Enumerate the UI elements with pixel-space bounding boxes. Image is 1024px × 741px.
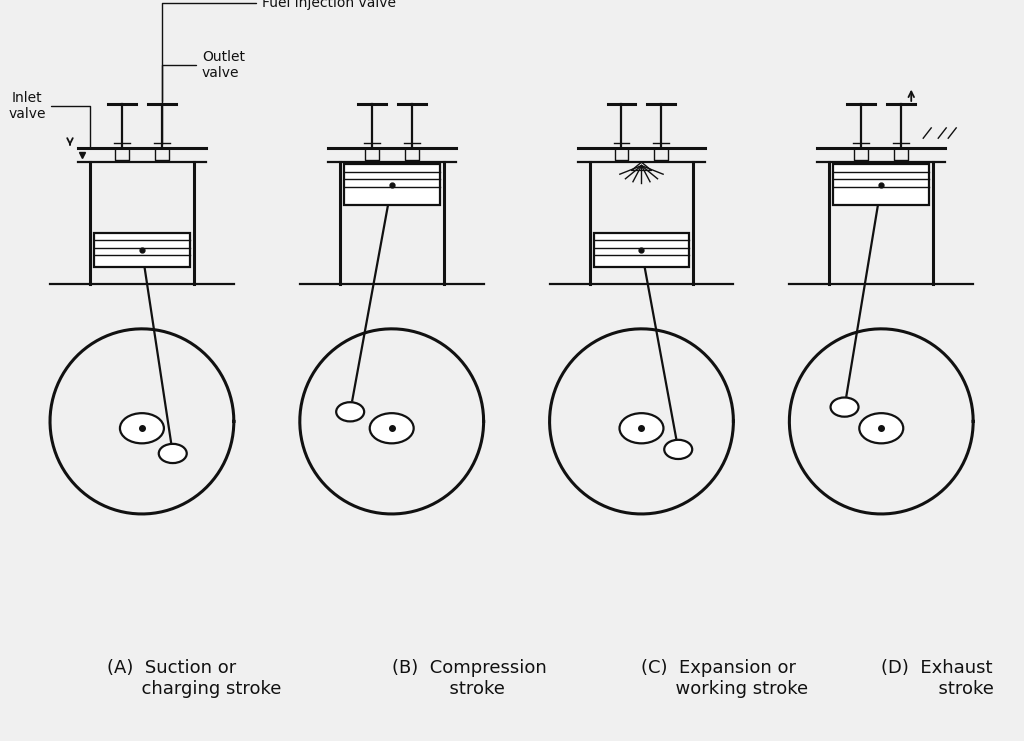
Circle shape <box>665 440 692 459</box>
Circle shape <box>336 402 365 422</box>
Circle shape <box>120 413 164 443</box>
Bar <box>834 165 929 205</box>
Circle shape <box>859 413 903 443</box>
Text: Inlet
valve: Inlet valve <box>8 91 90 147</box>
Bar <box>344 165 439 205</box>
Circle shape <box>620 413 664 443</box>
Bar <box>94 233 189 267</box>
Circle shape <box>370 413 414 443</box>
Text: (A)  Suction or
      charging stroke: (A) Suction or charging stroke <box>106 659 282 698</box>
Text: Outlet
valve: Outlet valve <box>162 50 245 144</box>
Circle shape <box>830 397 858 416</box>
Bar <box>594 233 689 267</box>
Text: (B)  Compression
          stroke: (B) Compression stroke <box>392 659 547 698</box>
Text: (C)  Expansion or
      working stroke: (C) Expansion or working stroke <box>641 659 809 698</box>
Circle shape <box>159 444 186 463</box>
Text: Fuel injection valve: Fuel injection valve <box>162 0 396 101</box>
Text: (D)  Exhaust
          stroke: (D) Exhaust stroke <box>882 659 994 698</box>
